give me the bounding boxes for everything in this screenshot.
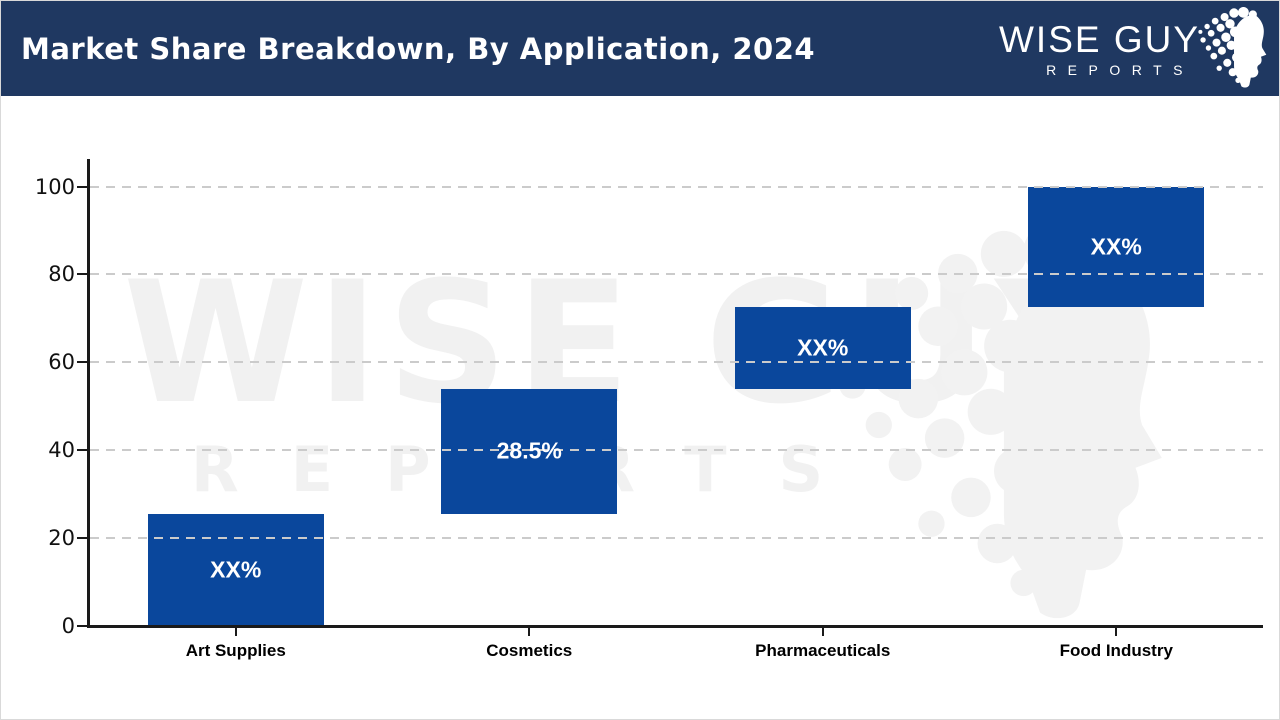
x-tick-art-supplies [234,628,237,636]
y-axis-line [87,159,90,628]
x-tick-pharmaceuticals [821,628,824,636]
y-tick-20 [77,537,87,540]
bar-art-supplies [147,513,324,626]
y-tick-100 [77,185,87,188]
y-tick-40 [77,449,87,452]
header-bar: Market Share Breakdown, By Application, … [1,1,1279,96]
y-tick-label-80: 80 [48,262,75,287]
y-tick-label-40: 40 [48,438,75,463]
x-tick-food-industry [1115,628,1118,636]
gridline-100 [90,185,1263,188]
logo-subtext: REPORTS [1046,62,1194,78]
gridline-20 [90,537,1263,540]
x-category-label-food-industry: Food Industry [1059,641,1173,660]
y-tick-label-100: 100 [34,174,75,199]
x-category-label-cosmetics: Cosmetics [486,641,573,660]
y-tick-label-0: 0 [61,614,75,638]
y-tick-0 [77,625,87,627]
bar-value-label-art-supplies: XX% [210,556,262,583]
y-tick-60 [77,361,87,364]
logo-wordmark: WISE GUY [999,19,1201,60]
gridline-80 [90,273,1263,276]
y-tick-label-60: 60 [48,350,75,375]
y-tick-80 [77,273,87,276]
bar-food-industry [1028,186,1205,308]
x-category-label-pharmaceuticals: Pharmaceuticals [755,641,891,660]
bar-value-label-cosmetics: 28.5% [496,437,562,464]
page-title: Market Share Breakdown, By Application, … [21,31,816,66]
logo-text: WISE GUY REPORTS [999,19,1201,78]
dotted-face-icon [1198,7,1267,88]
bar-value-label-pharmaceuticals: XX% [797,334,849,361]
wise-guy-reports-logo: WISE GUY REPORTS [999,5,1269,93]
bar-value-label-food-industry: XX% [1090,233,1142,260]
bar-pharmaceuticals [734,307,911,389]
y-tick-label-20: 20 [48,526,75,551]
x-tick-cosmetics [528,628,531,636]
bar-cosmetics [441,388,618,514]
x-category-label-art-supplies: Art Supplies [185,641,286,660]
gridline-60 [90,361,1263,364]
gridline-40 [90,449,1263,452]
x-axis-line [87,625,1263,628]
